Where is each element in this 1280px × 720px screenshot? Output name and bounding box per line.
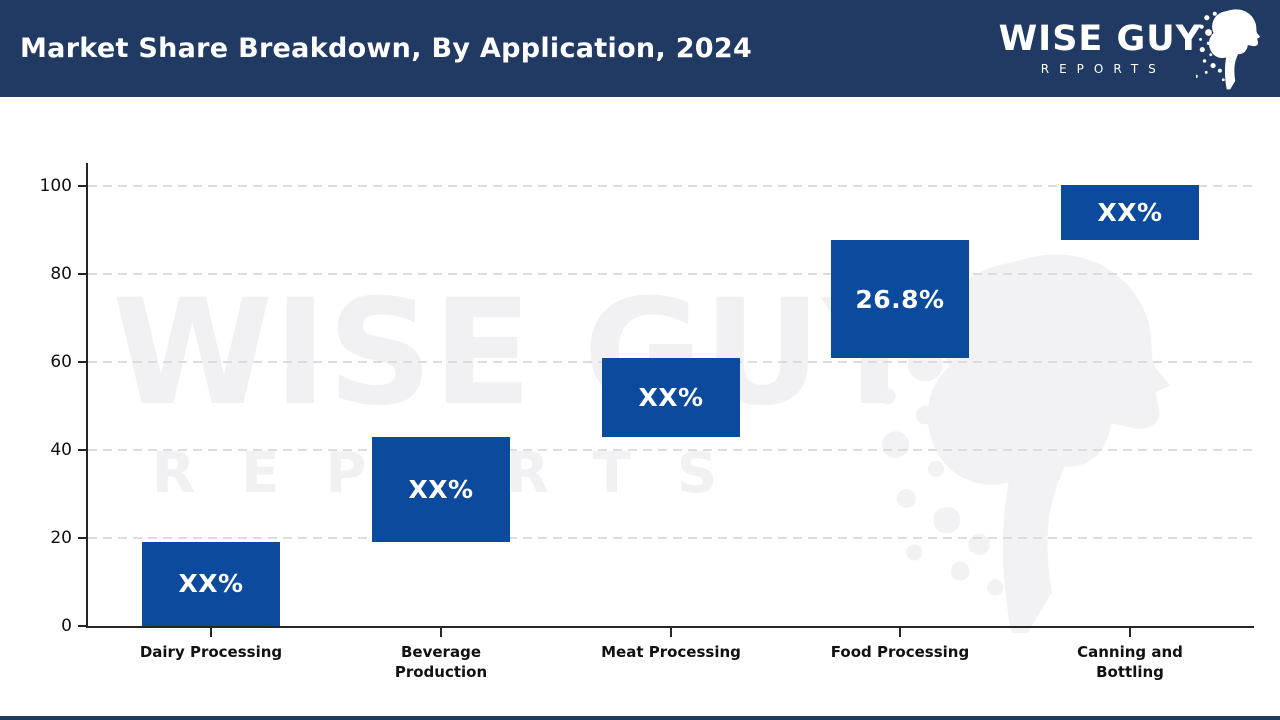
y-tick-label-80: 80 bbox=[50, 264, 72, 284]
y-tick-label-100: 100 bbox=[39, 176, 72, 196]
bar-value-label: XX% bbox=[638, 382, 704, 412]
bar-beverage-production: XX% bbox=[372, 436, 510, 542]
wiseguy-face-icon bbox=[1196, 8, 1261, 89]
x-axis-spine bbox=[86, 626, 1254, 628]
bar-canning-and-bottling: XX% bbox=[1061, 185, 1199, 241]
x-tick-2 bbox=[440, 628, 442, 637]
bar-food-processing: 26.8% bbox=[831, 240, 969, 359]
gridline-40 bbox=[88, 449, 1254, 451]
y-axis-spine bbox=[86, 163, 88, 628]
header-bar: Market Share Breakdown, By Application, … bbox=[0, 0, 1280, 97]
gridline-100 bbox=[88, 185, 1254, 187]
y-tick-60 bbox=[78, 361, 86, 363]
watermark-wordmark: WISE GUY bbox=[112, 268, 928, 438]
x-category-label: Beverage Production bbox=[331, 642, 551, 682]
wiseguy-logo-subtitle: REPORTS bbox=[1040, 61, 1166, 76]
bar-value-label: XX% bbox=[178, 569, 244, 599]
gridline-80 bbox=[88, 273, 1254, 275]
x-tick-4 bbox=[899, 628, 901, 637]
wiseguy-logo-text: WISE GUY REPORTS bbox=[998, 18, 1202, 76]
x-tick-5 bbox=[1129, 628, 1131, 637]
y-tick-label-0: 0 bbox=[61, 616, 72, 636]
x-category-label: Meat Processing bbox=[561, 642, 781, 662]
y-tick-label-20: 20 bbox=[50, 528, 72, 548]
bar-dairy-processing: XX% bbox=[142, 541, 280, 626]
x-category-label-line: Bottling bbox=[1096, 663, 1164, 681]
gridline-20 bbox=[88, 537, 1254, 539]
x-category-label-line: Production bbox=[394, 663, 488, 681]
y-tick-80 bbox=[78, 273, 86, 275]
x-category-label: Canning and Bottling bbox=[1020, 642, 1240, 682]
x-tick-3 bbox=[670, 628, 672, 637]
page-title: Market Share Breakdown, By Application, … bbox=[20, 33, 753, 64]
bar-value-label: 26.8% bbox=[855, 284, 945, 314]
y-tick-100 bbox=[78, 185, 86, 187]
y-tick-40 bbox=[78, 449, 86, 451]
x-category-label-line: Dairy Processing bbox=[139, 643, 283, 661]
wiseguy-logo-wordmark: WISE GUY bbox=[998, 18, 1202, 59]
x-tick-1 bbox=[210, 628, 212, 637]
bar-value-label: XX% bbox=[408, 474, 474, 504]
x-category-label-line: Canning and bbox=[1077, 643, 1183, 661]
y-tick-0 bbox=[78, 625, 86, 627]
footer-bar bbox=[0, 716, 1280, 720]
x-category-label-line: Beverage bbox=[401, 643, 481, 661]
y-tick-20 bbox=[78, 537, 86, 539]
bar-meat-processing: XX% bbox=[602, 358, 740, 437]
x-category-label-line: Food Processing bbox=[830, 643, 970, 661]
x-category-label-line: Meat Processing bbox=[601, 643, 741, 661]
y-tick-label-60: 60 bbox=[50, 352, 72, 372]
x-category-label: Food Processing bbox=[790, 642, 1010, 662]
x-category-label: Dairy Processing bbox=[101, 642, 321, 662]
y-tick-label-40: 40 bbox=[50, 440, 72, 460]
bar-value-label: XX% bbox=[1097, 198, 1163, 228]
wiseguy-logo: WISE GUY REPORTS bbox=[999, 6, 1270, 92]
